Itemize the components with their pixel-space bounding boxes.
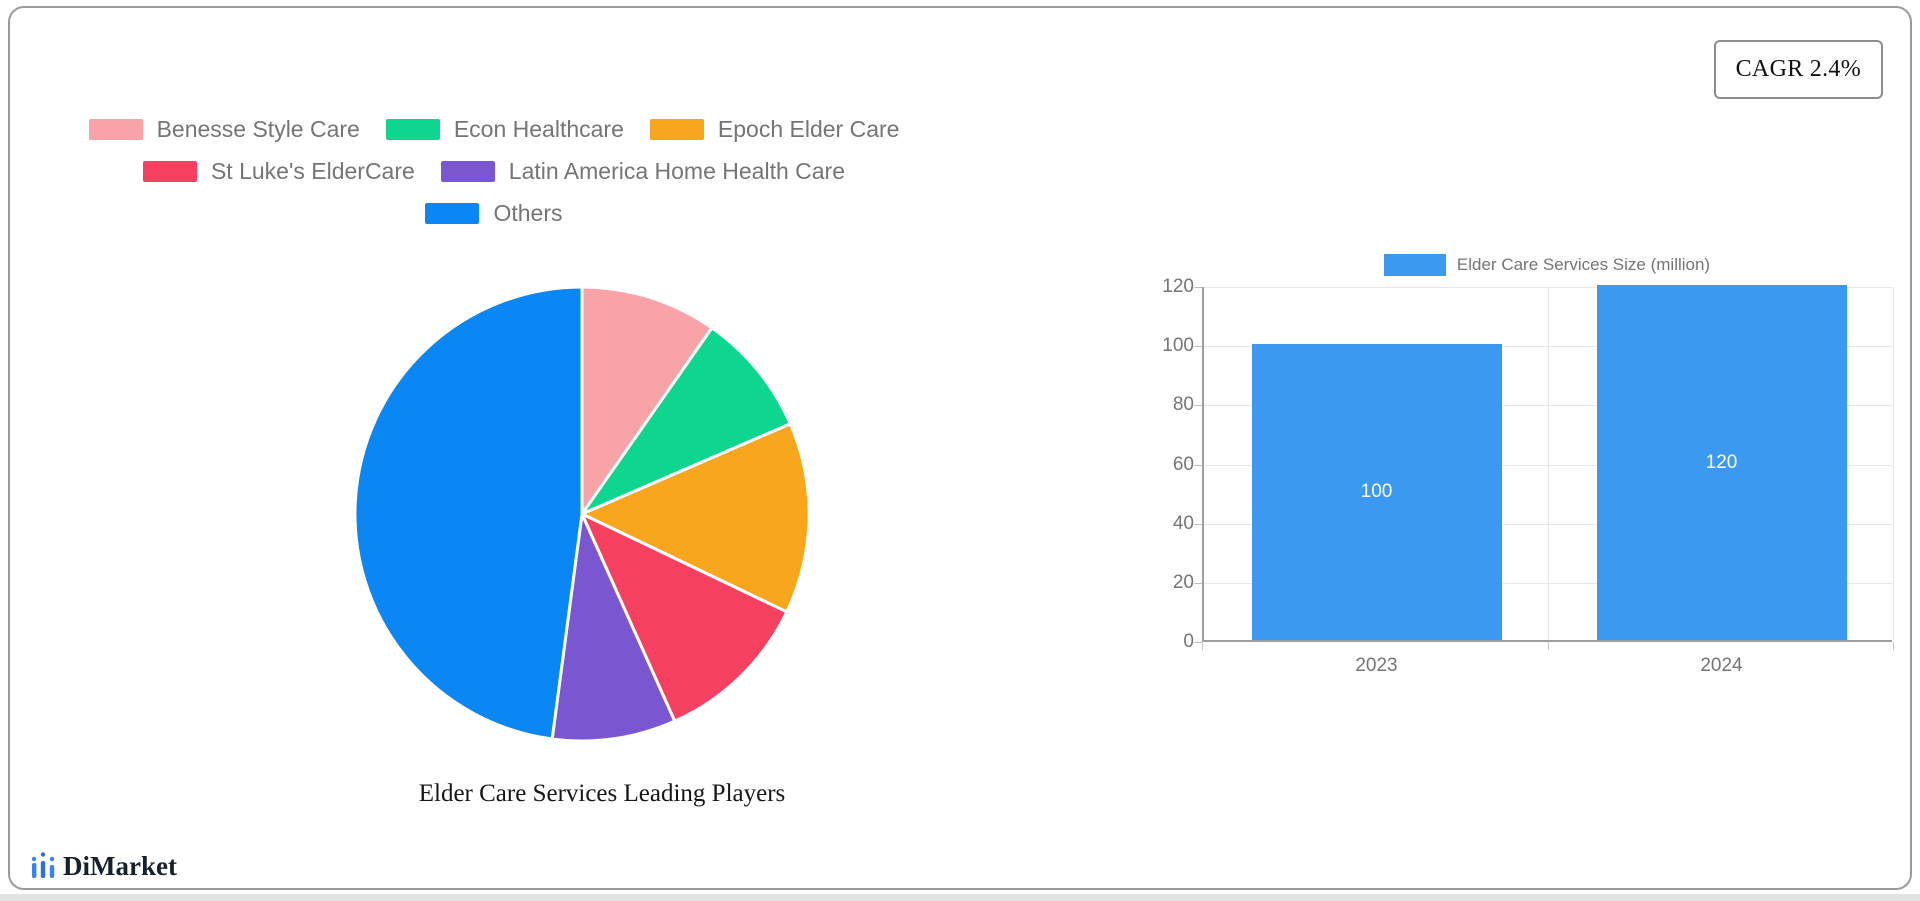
bar-chart-plot-area: 0 20 40 60 80 100 120 100 2023 120 2024 <box>1162 276 1894 676</box>
legend-row: Others <box>34 200 954 227</box>
y-axis-tick-mark <box>1194 582 1202 584</box>
x-axis-tick-label: 2023 <box>1355 655 1398 676</box>
legend-item-st-luke-s-eldercare[interactable]: St Luke's ElderCare <box>142 158 415 185</box>
gridline <box>1893 287 1894 640</box>
bar-legend-swatch <box>1383 254 1446 276</box>
bar-2024[interactable]: 120 <box>1596 285 1847 640</box>
bar-2023[interactable]: 100 <box>1251 344 1502 640</box>
dimarket-logo: DiMarket <box>30 852 177 880</box>
legend-swatch <box>88 119 143 140</box>
logo-text: DiMarket <box>63 851 177 881</box>
x-axis-tick-mark <box>1202 642 1203 650</box>
x-axis-tick-mark <box>1548 642 1549 650</box>
gridline <box>1548 287 1549 640</box>
bar-legend-item[interactable]: Elder Care Services Size (million) <box>1202 254 1892 276</box>
cagr-badge: CAGR 2.4% <box>1713 40 1883 99</box>
y-axis-tick-label: 20 <box>1172 571 1194 593</box>
pie-slice-econ-healthcare[interactable] <box>580 326 792 516</box>
legend-row: Benesse Style Care Econ Healthcare Epoch E… <box>34 116 954 143</box>
bar-value-label: 120 <box>1705 451 1738 473</box>
pie-slice-latin-america-home-health-care[interactable] <box>550 512 677 743</box>
legend-item-benesse-style-care[interactable]: Benesse Style Care <box>88 116 360 143</box>
x-axis-tick-label: 2024 <box>1700 655 1743 676</box>
pie-slice-benesse-style-care[interactable] <box>580 285 714 516</box>
pie-chart-title: Elder Care Services Leading Players <box>418 780 786 807</box>
page-bottom-edge <box>0 894 1920 901</box>
legend-item-others[interactable]: Others <box>425 200 563 227</box>
legend-item-econ-healthcare[interactable]: Econ Healthcare <box>385 116 624 143</box>
y-axis-tick-label: 40 <box>1172 512 1194 534</box>
legend-item-latin-america-home-health-care[interactable]: Latin America Home Health Care <box>440 158 846 185</box>
y-axis-tick-label: 120 <box>1162 276 1194 297</box>
legend-swatch <box>649 119 704 140</box>
pie-legend: Benesse Style Care Econ Healthcare Epoch E… <box>34 116 954 227</box>
legend-item-epoch-elder-care[interactable]: Epoch Elder Care <box>649 116 900 143</box>
bar-legend-label: Elder Care Services Size (million) <box>1456 255 1711 274</box>
y-axis-tick-label: 80 <box>1172 394 1194 416</box>
y-axis-tick-mark <box>1194 523 1202 525</box>
y-axis-tick-mark <box>1194 405 1202 407</box>
pie-chart <box>353 285 811 743</box>
y-axis-tick-mark <box>1194 464 1202 466</box>
legend-swatch <box>425 203 480 224</box>
y-axis-tick-mark <box>1194 287 1202 288</box>
legend-row: St Luke's ElderCare Latin America Home He… <box>34 158 954 185</box>
y-axis-tick-label: 0 <box>1183 631 1194 652</box>
pie-slice-others[interactable] <box>353 285 584 741</box>
legend-label: Benesse Style Care <box>156 116 360 142</box>
report-card: CAGR 2.4% Benesse Style Care Econ Healthc… <box>8 6 1912 890</box>
bar-chart-logo-icon <box>31 852 55 878</box>
legend-swatch <box>440 161 495 182</box>
legend-label: Epoch Elder Care <box>717 116 900 142</box>
pie-slice-epoch-elder-care[interactable] <box>580 422 811 614</box>
y-axis-tick-label: 60 <box>1172 453 1194 475</box>
y-axis-tick-mark <box>1194 346 1202 348</box>
y-axis-tick-label: 100 <box>1162 335 1194 357</box>
legend-label: St Luke's ElderCare <box>210 158 415 184</box>
y-axis-tick-mark <box>1194 642 1202 643</box>
pie-slice-st-luke-s-eldercare[interactable] <box>580 512 789 723</box>
legend-label: Others <box>493 200 563 226</box>
legend-swatch <box>142 161 197 182</box>
bar-value-label: 100 <box>1360 481 1393 503</box>
legend-swatch <box>385 119 440 140</box>
legend-label: Latin America Home Health Care <box>508 158 846 184</box>
x-axis-tick-mark <box>1893 642 1894 650</box>
legend-label: Econ Healthcare <box>453 116 624 142</box>
